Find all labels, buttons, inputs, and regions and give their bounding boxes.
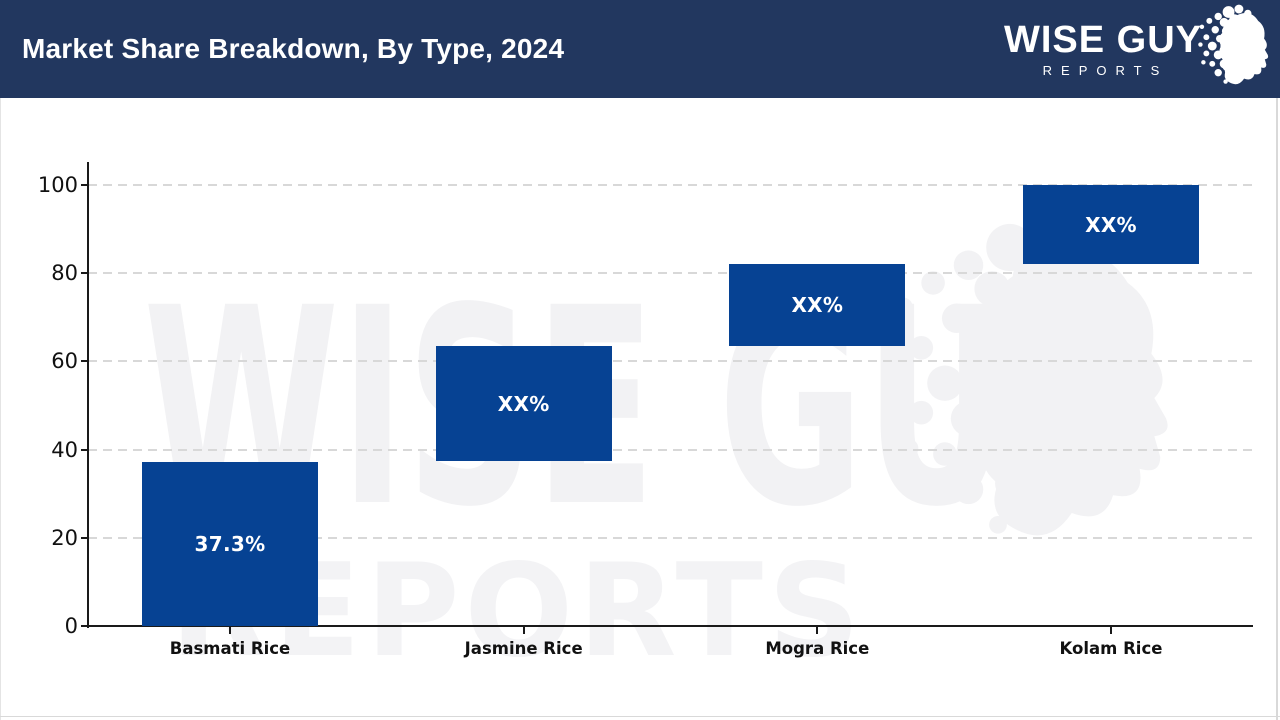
page-title: Market Share Breakdown, By Type, 2024 [22,33,565,64]
y-tick-40 [81,448,88,451]
gridline-20 [88,536,1253,539]
logo-text: WISE GUY REPORTS [1004,21,1202,78]
frame-border-left [0,98,1,720]
x-axis-label-mogra-rice: Mogra Rice [765,639,870,658]
bar-value-label-mogra-rice: XX% [791,293,844,318]
bar-kolam-rice: XX% [1023,185,1199,265]
x-axis-label-kolam-rice: Kolam Rice [1059,639,1163,658]
y-tick-label-60: 60 [51,349,78,374]
gridline-40 [88,448,1253,451]
y-tick-100 [81,184,88,186]
y-tick-20 [81,536,88,539]
x-tick-jasmine-rice [522,627,525,634]
gridline-80 [88,272,1253,275]
x-axis-line [87,625,1253,627]
x-tick-mogra-rice [816,627,819,634]
y-tick-label-80: 80 [51,261,78,286]
bar-value-label-kolam-rice: XX% [1085,212,1137,237]
x-tick-basmati-rice [229,627,231,634]
x-axis-label-jasmine-rice: Jasmine Rice [464,639,583,658]
bar-value-label-jasmine-rice: XX% [497,391,550,416]
wiseguy-logo: WISE GUY REPORTS [1004,3,1270,95]
frame-border-right [1276,98,1278,720]
y-axis-line [87,162,89,628]
bar-jasmine-rice: XX% [435,345,612,462]
header-bar: Market Share Breakdown, By Type, 2024 WI… [0,0,1280,98]
logo-head-icon [1198,4,1269,85]
y-tick-label-100: 100 [37,173,78,197]
gridline-100 [88,184,1253,186]
bar-basmati-rice: 37.3% [142,461,318,626]
y-tick-80 [81,272,88,275]
y-tick-label-20: 20 [51,525,78,550]
y-tick-label-40: 40 [51,437,78,462]
gridline-60 [88,360,1253,363]
y-tick-label-0: 0 [64,614,78,638]
bar-value-label-basmati-rice: 37.3% [194,531,266,556]
x-axis-label-basmati-rice: Basmati Rice [169,639,291,658]
frame-border-bottom [0,716,1280,717]
y-tick-0 [81,625,88,627]
logo-reports-label: REPORTS [1042,62,1169,78]
x-tick-kolam-rice [1110,627,1112,634]
logo-wiseguy-label: WISE GUY [1003,18,1202,61]
y-tick-60 [81,360,88,363]
bar-mogra-rice: XX% [729,264,906,346]
